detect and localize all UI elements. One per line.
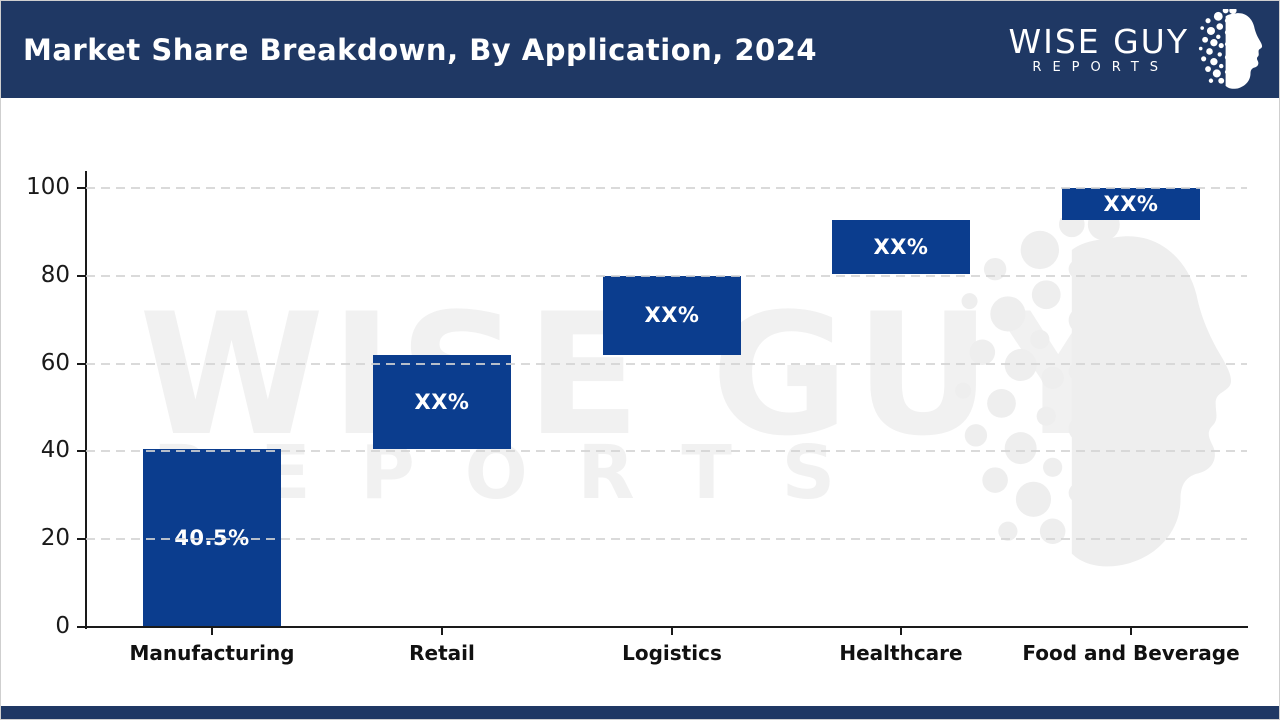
brand-logo: WISE GUY REPORTS xyxy=(1008,9,1267,91)
bar-value-label: XX% xyxy=(873,234,929,259)
bar-segment: XX% xyxy=(832,220,970,274)
bar-value-label: XX% xyxy=(414,390,470,414)
x-axis-tick xyxy=(211,628,213,635)
brand-name: WISE GUY xyxy=(1008,21,1189,61)
bar-value-label: 40.5% xyxy=(174,526,250,551)
page-title: Market Share Breakdown, By Application, … xyxy=(23,32,818,67)
bar-value-label: XX% xyxy=(1103,192,1159,217)
dotted-head-profile-icon xyxy=(1193,9,1267,91)
x-axis-tick xyxy=(671,628,673,635)
y-axis-tick xyxy=(77,187,86,189)
category-label: Retail xyxy=(409,641,475,665)
y-axis-tick xyxy=(77,274,86,277)
header-bar: Market Share Breakdown, By Application, … xyxy=(1,1,1279,98)
brand-subname: REPORTS xyxy=(1032,60,1170,76)
y-axis-tick-label: 40 xyxy=(40,437,70,464)
x-axis-tick xyxy=(1130,628,1132,635)
y-axis-tick-label: 0 xyxy=(55,613,70,639)
bar-segment: 40.5% xyxy=(143,449,281,627)
y-axis-line xyxy=(85,171,87,629)
bar-segment: XX% xyxy=(373,354,511,450)
gridline xyxy=(86,274,1247,277)
category-label: Food and Beverage xyxy=(1022,641,1240,665)
category-label: Logistics xyxy=(622,641,722,665)
x-axis-tick xyxy=(441,628,443,635)
bar-segment: XX% xyxy=(603,275,741,355)
y-axis-tick-label: 80 xyxy=(40,261,70,288)
y-axis-tick-label: 100 xyxy=(26,174,70,200)
category-label: Healthcare xyxy=(839,641,963,665)
y-axis-tick xyxy=(77,362,86,365)
y-axis-tick xyxy=(77,538,86,541)
y-axis-tick-label: 60 xyxy=(40,349,70,376)
bar-value-label: XX% xyxy=(644,303,700,328)
x-axis-tick xyxy=(900,628,902,635)
gridline xyxy=(86,538,1247,541)
category-label: Manufacturing xyxy=(129,641,295,665)
gridline xyxy=(86,450,1247,453)
y-axis-tick xyxy=(77,450,86,453)
y-axis-tick-label: 20 xyxy=(40,525,70,552)
gridline xyxy=(86,362,1247,365)
bar-segment: XX% xyxy=(1062,188,1200,221)
x-axis-line xyxy=(85,626,1248,628)
gridline xyxy=(86,187,1247,189)
y-axis-tick xyxy=(77,626,86,628)
footer-bar xyxy=(1,706,1279,719)
